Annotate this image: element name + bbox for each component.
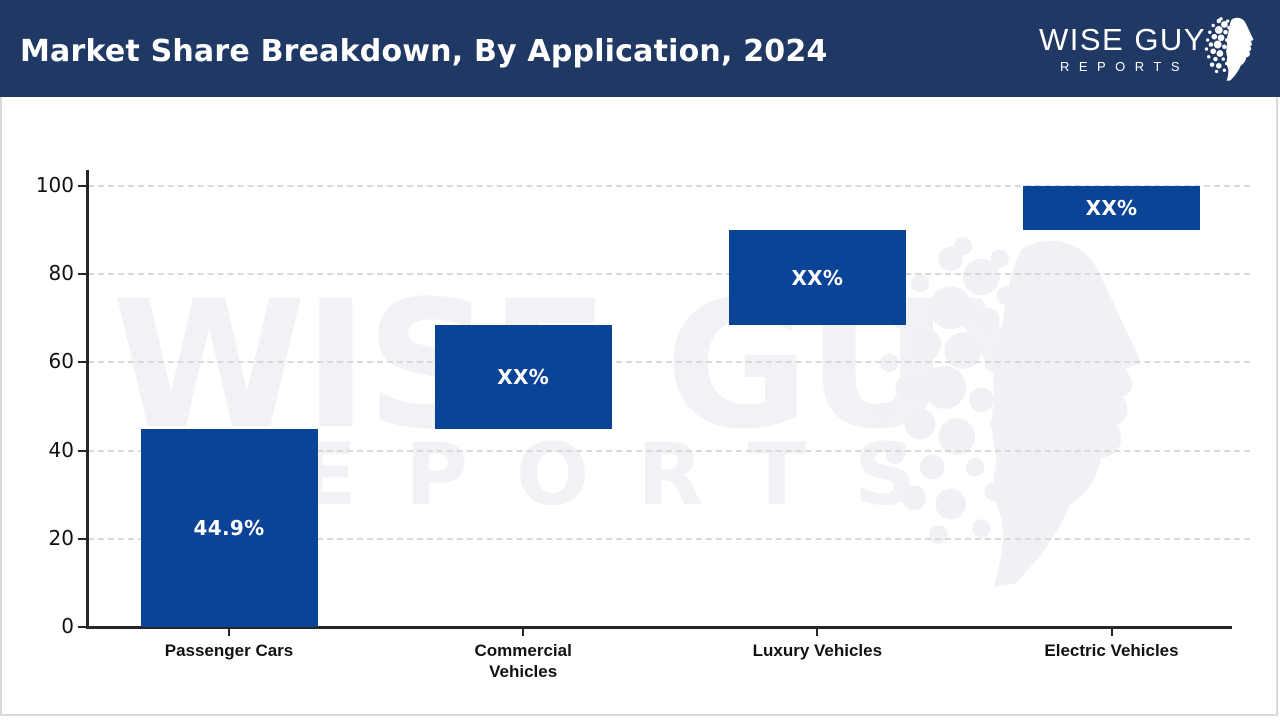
x-tick-3: [1110, 628, 1113, 636]
logo-brand-name: WISE GUY: [1038, 21, 1206, 57]
gridline-80: [88, 273, 1250, 276]
chart-title: Market Share Breakdown, By Application, …: [20, 34, 828, 69]
logo-brand-sub: REPORTS: [1059, 58, 1190, 74]
bar-value-label: XX%: [791, 265, 844, 290]
bar-electric-vehicles: XX%: [1023, 186, 1200, 231]
bar-luxury-vehicles: XX%: [728, 230, 906, 325]
bar-value-label: 44.9%: [193, 515, 265, 540]
logo-text: WISE GUY REPORTS: [1039, 24, 1206, 74]
x-category-label-3: Electric Vehicles: [1044, 641, 1179, 660]
wiseguy-head-logo-icon: [1202, 10, 1258, 88]
y-tick-label-40: 40: [48, 437, 74, 462]
gridline-20: [88, 537, 1250, 540]
gridline-40: [88, 449, 1250, 452]
y-tick-label-60: 60: [48, 349, 74, 374]
x-tick-1: [522, 628, 525, 636]
y-tick-40: [78, 449, 86, 452]
gridline-100: [88, 185, 1250, 187]
y-tick-100: [78, 185, 86, 187]
bar-value-label: XX%: [497, 364, 550, 389]
bar-passenger-cars: 44.9%: [140, 428, 318, 627]
bar-commercial-vehicles: XX%: [434, 324, 612, 429]
y-tick-0: [78, 626, 86, 628]
bar-value-label: XX%: [1085, 196, 1138, 221]
x-category-label-0: Passenger Cars: [164, 641, 294, 660]
y-axis-line: [86, 170, 89, 629]
y-tick-label-100: 100: [35, 173, 74, 197]
y-tick-label-20: 20: [48, 525, 74, 550]
wiseguy-logo: WISE GUY REPORTS: [1039, 10, 1258, 88]
x-category-label-2: Luxury Vehicles: [752, 641, 883, 660]
x-axis-line: [86, 626, 1232, 629]
y-tick-label-80: 80: [48, 261, 74, 286]
y-tick-60: [78, 361, 86, 364]
y-tick-20: [78, 537, 86, 540]
y-tick-label-0: 0: [61, 614, 74, 638]
x-category-label-1: Commercial Vehicles: [474, 641, 572, 682]
y-tick-80: [78, 273, 86, 276]
x-tick-0: [228, 628, 230, 636]
header-bar: Market Share Breakdown, By Application, …: [0, 0, 1280, 97]
x-tick-2: [816, 628, 819, 636]
gridline-60: [88, 361, 1250, 364]
